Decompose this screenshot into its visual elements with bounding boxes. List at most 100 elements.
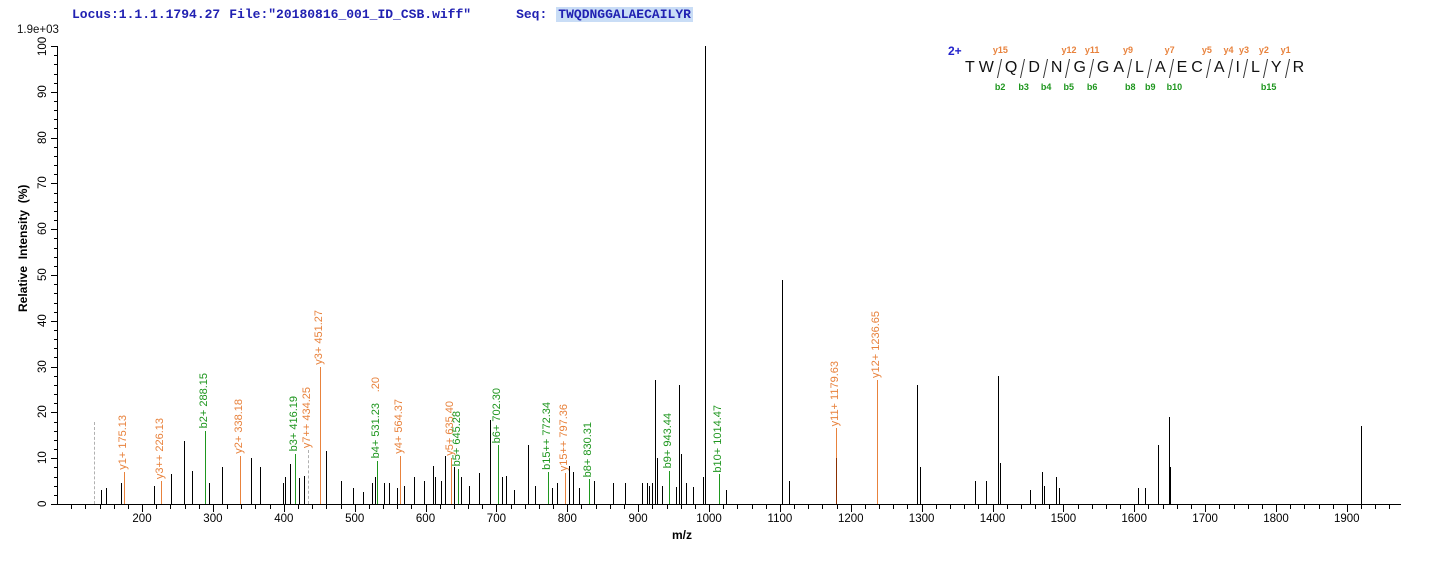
y-major-tick (51, 366, 57, 368)
fragment-slash-icon (1205, 58, 1211, 78)
x-minor-tick (765, 505, 767, 509)
y-minor-tick (54, 110, 57, 112)
x-tick-label: 1200 (838, 513, 864, 525)
x-minor-tick (1290, 505, 1292, 509)
residue-Q-3: Q (1004, 59, 1018, 76)
x-minor-tick (524, 505, 526, 509)
y-minor-tick (54, 485, 57, 487)
peak (435, 476, 437, 504)
x-minor-tick (978, 505, 980, 509)
fragment-boundary-after-3: b3 (1018, 58, 1029, 92)
y-minor-tick (54, 284, 57, 286)
residue-D-4: D (1028, 59, 1040, 76)
y-tick-label: 100 (37, 36, 49, 56)
x-minor-tick (368, 505, 370, 509)
y-tick-label: 0 (37, 500, 49, 508)
y-minor-tick (54, 101, 57, 102)
peak (1030, 490, 1032, 504)
y-minor-tick (54, 256, 57, 258)
peak (453, 467, 455, 504)
x-minor-tick (935, 505, 937, 509)
y-tick-label: 80 (37, 131, 49, 144)
peak (285, 477, 287, 504)
x-minor-tick (198, 505, 200, 509)
fragment-boundary-after-4: b4 (1041, 58, 1051, 92)
peak (1144, 488, 1146, 504)
peak (572, 471, 574, 504)
x-minor-tick (397, 505, 399, 509)
fragment-boundary-after-13: y4 (1224, 45, 1234, 78)
x-minor-tick (340, 505, 342, 509)
peak-label-y3+: y3+ 451.27 (313, 309, 326, 365)
x-minor-tick (468, 505, 470, 509)
y-minor-tick (54, 348, 57, 350)
x-minor-tick (808, 505, 810, 509)
x-minor-tick (1120, 505, 1122, 509)
x-tick-label: 400 (274, 513, 294, 525)
peak (283, 482, 285, 504)
x-minor-tick (666, 505, 668, 509)
peak (1059, 488, 1061, 504)
fragment-slash-icon (1284, 58, 1290, 78)
peak (363, 492, 365, 504)
peak-label-b8+: b8+ 830.31 (581, 421, 594, 478)
fragment-slash-icon (1168, 58, 1174, 78)
x-axis-title: m/z (672, 528, 693, 542)
fragment-slash-icon (1262, 58, 1268, 78)
x-minor-tick (1020, 505, 1022, 509)
y-minor-tick (54, 430, 57, 432)
fragment-label-b10: b10 (1166, 82, 1183, 92)
peak (298, 478, 300, 504)
peak (1361, 426, 1362, 504)
y-major-tick (51, 320, 57, 322)
peak (552, 487, 554, 504)
x-minor-tick (482, 505, 484, 509)
peak-b8+ (588, 479, 590, 504)
y-minor-tick (54, 165, 57, 167)
y-minor-tick (54, 302, 57, 304)
fragment-label-b9: b9 (1144, 82, 1156, 92)
y-tick-label: 10 (37, 451, 49, 465)
peak-b9+ (668, 470, 670, 504)
x-axis-line (57, 504, 1401, 505)
file-text: File:"20180816_001_ID_CSB.wiff" (229, 7, 472, 22)
peak (502, 476, 504, 504)
peak (192, 470, 194, 504)
y-major-tick (51, 137, 57, 139)
peak (693, 486, 695, 504)
y-minor-tick (54, 174, 57, 176)
y-major-tick (51, 275, 57, 276)
peak (569, 465, 571, 504)
peak-label-b10+: b10+ 1014.47 (712, 404, 725, 473)
y-minor-tick (54, 220, 57, 221)
residue-A-8: A (1113, 59, 1125, 76)
y-axis-line (57, 46, 58, 504)
x-minor-tick (439, 505, 441, 509)
y-major-tick (51, 46, 57, 47)
y-major-tick (51, 183, 57, 185)
x-tick-label: 1400 (979, 513, 1006, 525)
sequence-value[interactable]: TWQDNGGALAECAILYR (556, 7, 693, 22)
y-minor-tick (54, 73, 57, 75)
x-minor-tick (1375, 505, 1377, 509)
y-minor-tick (54, 467, 57, 469)
peak (726, 490, 727, 504)
fragment-slash-icon (996, 58, 1002, 78)
seq-label: Seq: (516, 7, 548, 22)
x-major-tick (425, 505, 427, 512)
residue-W-2: W (978, 59, 994, 76)
residue-A-10: A (1154, 59, 1166, 76)
fragment-label-y7: y7 (1164, 45, 1175, 55)
peak (154, 485, 156, 504)
x-minor-tick (751, 505, 753, 509)
fragment-boundary-after-2: y15 b2 (993, 45, 1008, 92)
peak (535, 485, 537, 504)
x-minor-tick (737, 505, 739, 509)
peak (100, 490, 102, 504)
peak-b2+ (204, 430, 206, 504)
peak (686, 483, 688, 504)
y-tick-label: 60 (37, 222, 49, 236)
y-minor-tick (54, 55, 57, 57)
peak (789, 481, 791, 504)
x-minor-tick (836, 505, 838, 509)
